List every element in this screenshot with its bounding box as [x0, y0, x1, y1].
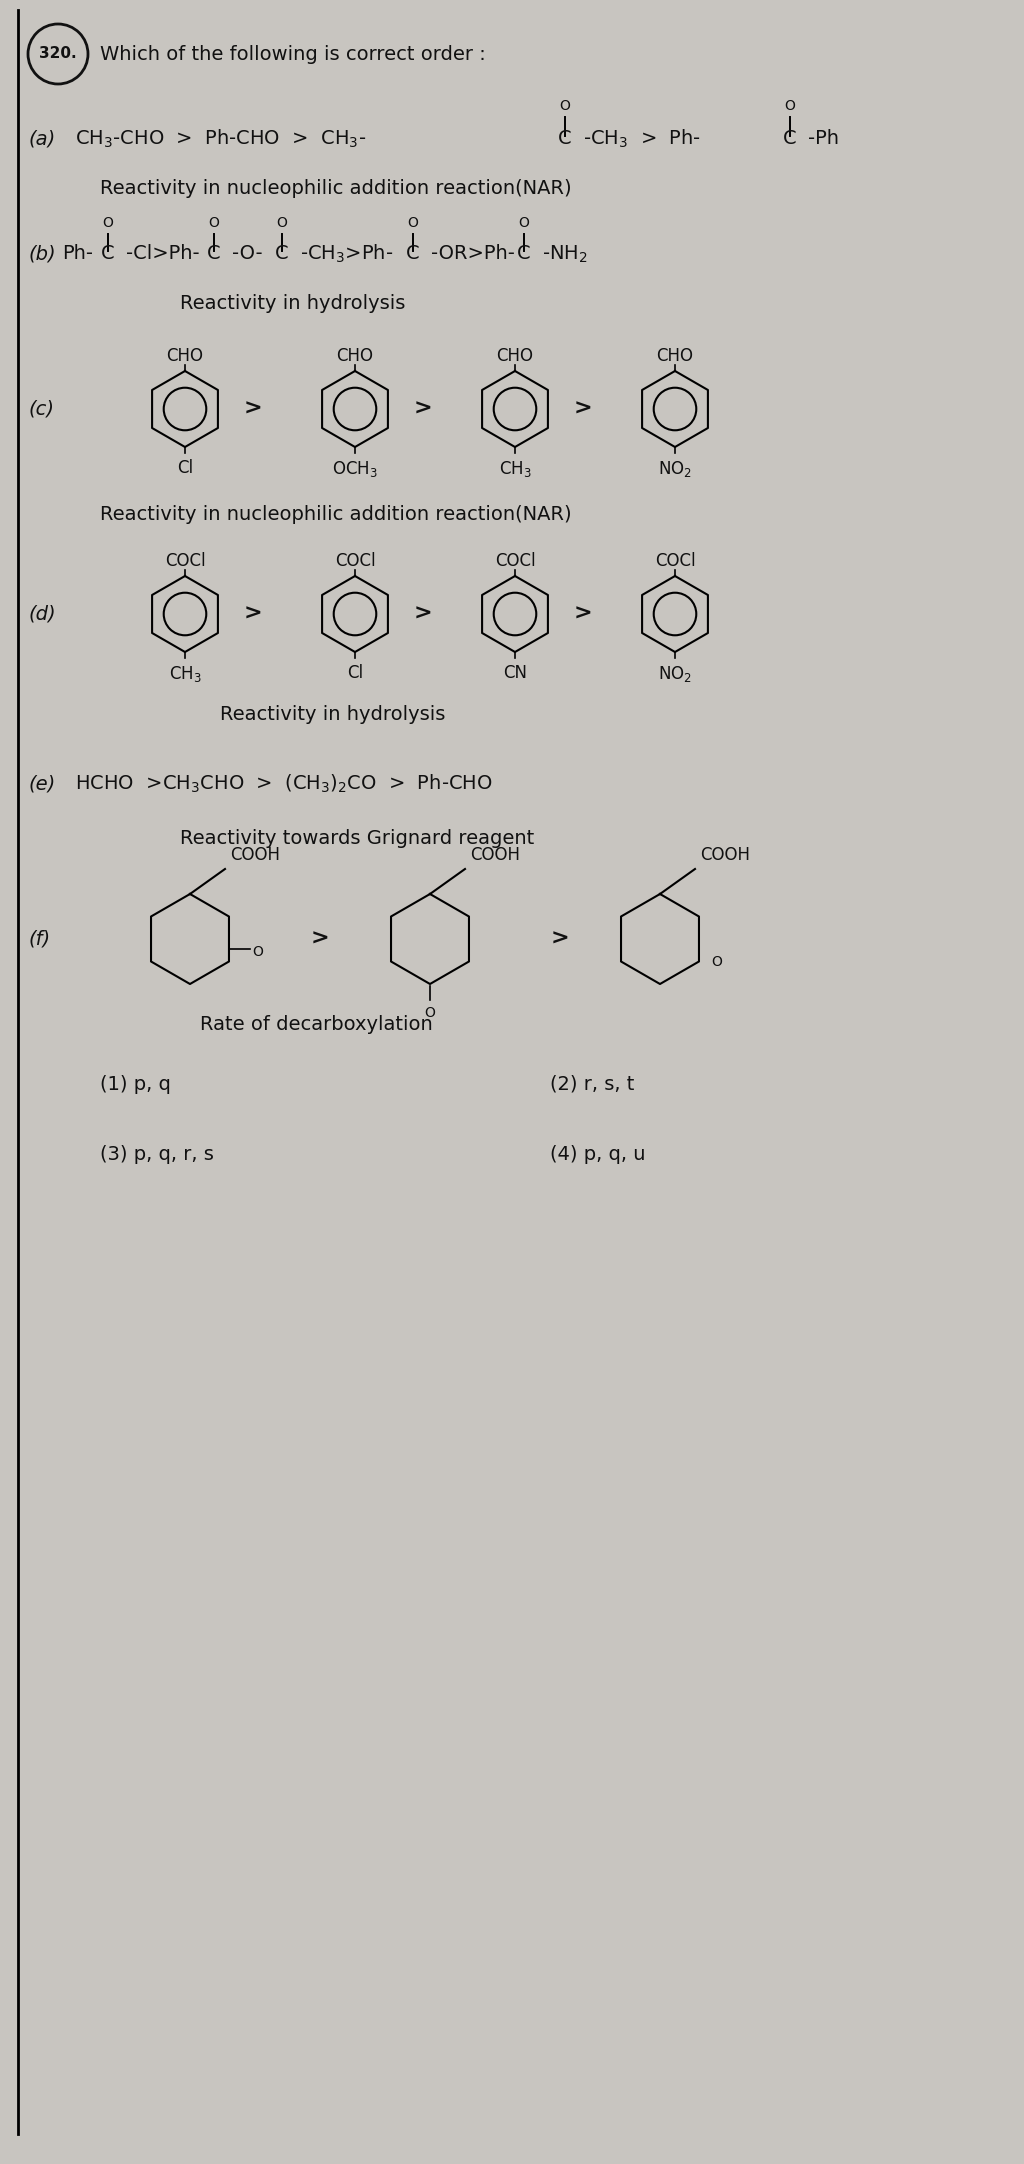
- Text: CHO: CHO: [656, 346, 693, 366]
- Text: Which of the following is correct order :: Which of the following is correct order …: [100, 45, 485, 63]
- Text: -$\mathregular{CH_3}$  >  Ph-: -$\mathregular{CH_3}$ > Ph-: [583, 128, 701, 149]
- Text: (f): (f): [28, 931, 50, 948]
- Text: 320.: 320.: [39, 45, 77, 61]
- Text: (e): (e): [28, 775, 55, 794]
- Text: COCl: COCl: [165, 552, 206, 569]
- Text: C: C: [783, 130, 797, 149]
- Text: (4) p, q, u: (4) p, q, u: [550, 1145, 645, 1164]
- Text: Reactivity in nucleophilic addition reaction(NAR): Reactivity in nucleophilic addition reac…: [100, 180, 571, 199]
- Text: O: O: [209, 216, 219, 229]
- Text: O: O: [276, 216, 288, 229]
- Text: O: O: [425, 1006, 435, 1019]
- Text: >: >: [573, 398, 592, 420]
- Text: -OR>Ph-: -OR>Ph-: [431, 245, 515, 264]
- Text: C: C: [517, 245, 530, 264]
- Text: -O-: -O-: [232, 245, 262, 264]
- Text: (1) p, q: (1) p, q: [100, 1076, 171, 1093]
- Text: Reactivity in hydrolysis: Reactivity in hydrolysis: [180, 294, 406, 314]
- Text: Reactivity towards Grignard reagent: Reactivity towards Grignard reagent: [180, 829, 535, 848]
- Text: Reactivity in hydrolysis: Reactivity in hydrolysis: [220, 705, 445, 723]
- Text: $\mathregular{CH_3}$: $\mathregular{CH_3}$: [499, 459, 531, 478]
- Text: COCl: COCl: [654, 552, 695, 569]
- Text: (b): (b): [28, 245, 55, 264]
- Text: Cl: Cl: [177, 459, 194, 476]
- Text: (2) r, s, t: (2) r, s, t: [550, 1076, 635, 1093]
- Text: Ph-: Ph-: [62, 245, 93, 264]
- Text: $\mathregular{OCH_3}$: $\mathregular{OCH_3}$: [332, 459, 378, 478]
- Text: -Cl>Ph-: -Cl>Ph-: [126, 245, 200, 264]
- Text: O: O: [408, 216, 419, 229]
- Text: >: >: [414, 604, 432, 623]
- Text: HCHO  >$\mathregular{CH_3}$CHO  >  $\mathregular{(CH_3)_2}$CO  >  Ph-CHO: HCHO >$\mathregular{CH_3}$CHO > $\mathre…: [75, 773, 493, 794]
- Text: CHO: CHO: [167, 346, 204, 366]
- Text: (c): (c): [28, 400, 54, 418]
- Text: C: C: [558, 130, 571, 149]
- Text: $\mathregular{CH_3}$: $\mathregular{CH_3}$: [169, 664, 202, 684]
- Text: $\mathregular{CH_3}$-CHO  >  Ph-CHO  >  $\mathregular{CH_3}$-: $\mathregular{CH_3}$-CHO > Ph-CHO > $\ma…: [75, 128, 367, 149]
- Text: Cl: Cl: [347, 664, 364, 682]
- Text: CHO: CHO: [497, 346, 534, 366]
- Text: -Ph: -Ph: [808, 130, 839, 149]
- Text: -$\mathregular{CH_3}$>Ph-: -$\mathregular{CH_3}$>Ph-: [300, 242, 393, 266]
- Text: COOH: COOH: [700, 846, 750, 863]
- Text: COOH: COOH: [470, 846, 520, 863]
- Text: >: >: [551, 928, 569, 950]
- Text: >: >: [573, 604, 592, 623]
- Text: >: >: [310, 928, 330, 950]
- Text: CN: CN: [503, 664, 527, 682]
- Text: >: >: [414, 398, 432, 420]
- Text: C: C: [275, 245, 289, 264]
- Text: (3) p, q, r, s: (3) p, q, r, s: [100, 1145, 214, 1164]
- Text: $\mathregular{NO_2}$: $\mathregular{NO_2}$: [658, 664, 692, 684]
- Text: >: >: [244, 398, 262, 420]
- Text: O: O: [253, 946, 263, 959]
- Text: O: O: [559, 100, 570, 113]
- Text: COCl: COCl: [495, 552, 536, 569]
- Text: C: C: [407, 245, 420, 264]
- Text: C: C: [101, 245, 115, 264]
- Text: (d): (d): [28, 604, 55, 623]
- Text: Reactivity in nucleophilic addition reaction(NAR): Reactivity in nucleophilic addition reac…: [100, 504, 571, 524]
- Text: O: O: [711, 954, 722, 969]
- Text: $\mathregular{NO_2}$: $\mathregular{NO_2}$: [658, 459, 692, 478]
- Text: COCl: COCl: [335, 552, 376, 569]
- Text: O: O: [784, 100, 796, 113]
- Text: Rate of decarboxylation: Rate of decarboxylation: [200, 1015, 433, 1034]
- Text: COOH: COOH: [230, 846, 280, 863]
- Text: >: >: [244, 604, 262, 623]
- Text: O: O: [518, 216, 529, 229]
- Text: C: C: [207, 245, 221, 264]
- Text: -$\mathregular{NH_2}$: -$\mathregular{NH_2}$: [542, 242, 588, 264]
- Text: (a): (a): [28, 130, 55, 149]
- Text: CHO: CHO: [337, 346, 374, 366]
- Text: O: O: [102, 216, 114, 229]
